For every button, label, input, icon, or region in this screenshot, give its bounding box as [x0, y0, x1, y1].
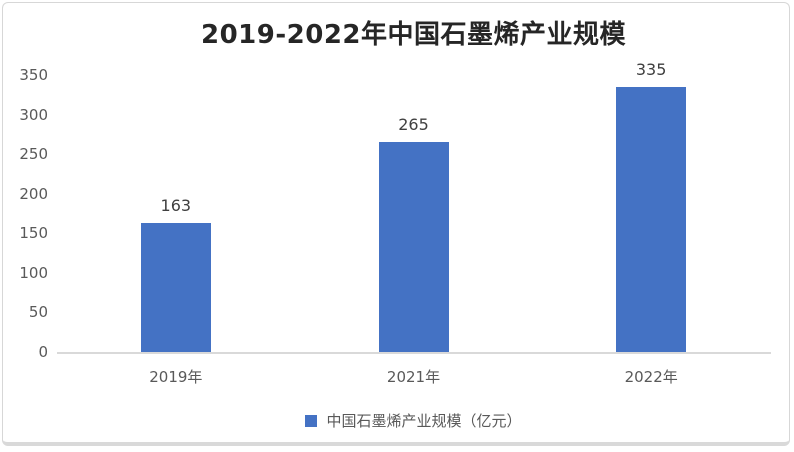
bar-2021年: [378, 142, 449, 352]
y-axis-tick-label: 200: [19, 184, 48, 203]
legend: 中国石墨烯产业规模（亿元）: [57, 410, 770, 431]
y-axis-tick-label: 300: [19, 105, 48, 124]
y-axis-tick-label: 150: [19, 224, 48, 243]
value-label: 265: [398, 115, 429, 135]
x-axis-category-label: 2019年: [149, 368, 203, 386]
legend-series-label: 中国石墨烯产业规模（亿元）: [326, 412, 522, 430]
bar-2022年: [616, 86, 687, 352]
chart-title: 2019-2022年中国石墨烯产业规模: [200, 20, 627, 50]
x-axis-category-label: 2021年: [386, 368, 441, 386]
legend-swatch-icon: [305, 414, 318, 427]
y-axis-tick-label: 350: [19, 66, 48, 84]
value-label: 163: [160, 195, 192, 215]
x-axis-category-label: 2022年: [624, 368, 678, 386]
y-axis-tick-label: 50: [28, 303, 48, 322]
y-axis-tick-label: 100: [19, 263, 48, 282]
bar-2019年: [140, 222, 211, 352]
y-axis-tick-label: 250: [19, 145, 48, 164]
x-axis-line: [57, 352, 771, 354]
value-label: 335: [635, 59, 667, 79]
y-axis-tick-label: 0: [38, 343, 48, 361]
